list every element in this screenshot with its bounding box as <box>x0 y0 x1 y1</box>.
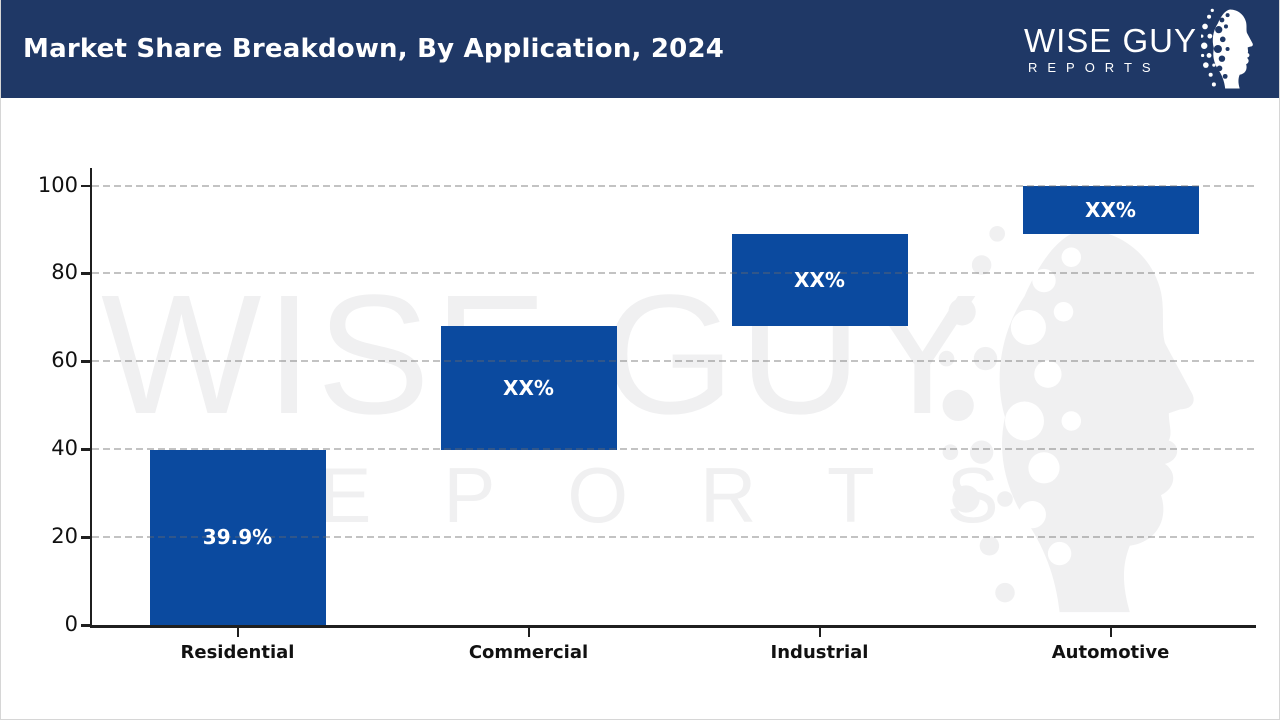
gridline <box>92 536 1256 539</box>
bar-value-label: XX% <box>794 268 845 293</box>
y-tick-label: 100 <box>37 172 78 197</box>
bar-value-label: XX% <box>503 375 554 400</box>
x-category-label: Automotive <box>1051 642 1170 663</box>
bar-automotive <box>1022 185 1199 234</box>
x-tick-mark <box>1109 628 1112 637</box>
y-tick-mark <box>81 448 90 451</box>
y-tick-label: 40 <box>51 436 78 461</box>
page-title: Market Share Breakdown, By Application, … <box>23 34 725 64</box>
x-tick-mark <box>527 628 530 637</box>
y-tick-mark <box>81 536 90 539</box>
x-tick-mark <box>236 628 239 637</box>
y-tick-label: 60 <box>51 348 78 373</box>
brand-face-icon <box>1201 8 1253 89</box>
x-category-label: Residential <box>180 642 295 663</box>
chart: WISE GUY REPORTS 0 20 40 60 80 100 39.9% Reside… <box>1 98 1279 719</box>
brand-subname: REPORTS <box>1027 60 1161 75</box>
header: Market Share Breakdown, By Application, … <box>1 0 1279 98</box>
y-tick-mark <box>81 624 90 627</box>
gridline <box>92 272 1256 275</box>
plot-area: 0 20 40 60 80 100 39.9% Residential XX% Commercia… <box>38 168 1256 663</box>
bar-residential <box>149 449 326 625</box>
x-category-label: Industrial <box>770 642 869 663</box>
gridline <box>92 184 1256 187</box>
y-tick-label: 80 <box>51 260 78 285</box>
y-tick-mark <box>81 184 90 188</box>
brand-logo: WISE GUY REPORTS <box>1024 8 1259 90</box>
y-tick-mark <box>81 360 90 363</box>
y-tick-label: 20 <box>51 524 78 549</box>
x-tick-mark <box>818 628 821 637</box>
bar-commercial <box>440 326 617 450</box>
bar-value-label: XX% <box>1085 197 1136 222</box>
gridline <box>92 360 1256 363</box>
y-tick-label: 0 <box>64 612 78 636</box>
gridline <box>92 448 1256 451</box>
bar-industrial <box>731 233 908 327</box>
bar-value-label: 39.9% <box>202 525 273 550</box>
x-category-label: Commercial <box>468 642 589 663</box>
brand-wordmark: WISE GUY REPORTS <box>1024 24 1197 74</box>
brand-name: WISE GUY <box>1023 22 1197 59</box>
y-tick-mark <box>81 272 90 275</box>
